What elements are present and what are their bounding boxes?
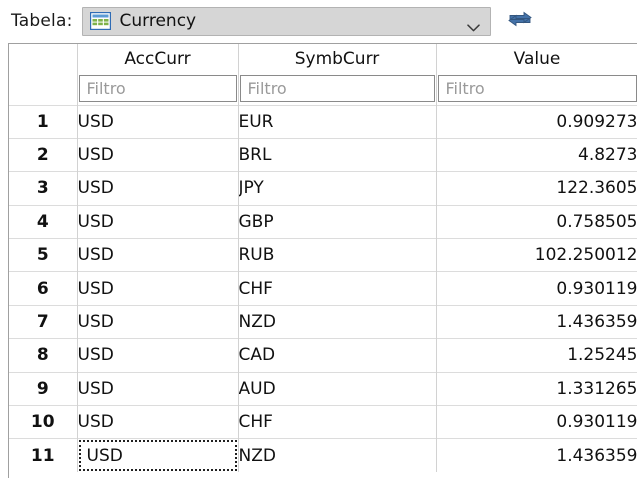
table-row[interactable]: 5 USD RUB 102.250012 (9, 238, 637, 272)
row-number[interactable]: 7 (9, 304, 78, 339)
cell-value[interactable]: 102.250012 (436, 238, 637, 272)
cell-acccurr[interactable]: USD (77, 204, 239, 239)
cell-symbcurr[interactable]: BRL (238, 137, 437, 172)
filter-cell-value[interactable]: Filtro (436, 74, 637, 105)
cell-acccurr[interactable]: USD (77, 371, 239, 406)
cell-symbcurr[interactable]: GBP (238, 204, 437, 239)
column-header-acccurr[interactable]: AccCurr (77, 44, 239, 74)
data-grid[interactable]: AccCurr SymbCurr Value Filtro Filtro (8, 43, 637, 478)
cell-acccurr-text: USD (86, 445, 123, 466)
cell-symbcurr[interactable]: RUB (238, 238, 437, 272)
cell-acccurr[interactable]: USD (77, 338, 239, 373)
cell-value[interactable]: 0.758505 (436, 204, 637, 239)
cell-symbcurr[interactable]: NZD (238, 438, 437, 473)
refresh-button[interactable] (505, 7, 535, 35)
row-number[interactable]: 9 (9, 371, 78, 406)
cell-value[interactable]: 1.436359 (436, 438, 637, 473)
table-row[interactable]: 4 USD GBP 0.758505 (9, 204, 637, 239)
cell-acccurr[interactable]: USD (77, 304, 239, 339)
row-number[interactable]: 1 (9, 104, 78, 139)
row-number[interactable]: 8 (9, 338, 78, 373)
table-selector-label: Tabela: (11, 11, 73, 31)
filter-placeholder-acccurr: Filtro (86, 78, 126, 98)
filter-cell-acccurr[interactable]: Filtro (77, 74, 239, 105)
table-row[interactable]: 10 USD CHF 0.930119 (9, 405, 637, 439)
table-select-value: Currency (119, 11, 197, 31)
cell-value[interactable]: 4.8273 (436, 137, 637, 172)
refresh-icon (506, 7, 534, 35)
cell-symbcurr[interactable]: CHF (238, 271, 437, 306)
cell-value[interactable]: 0.909273 (436, 104, 637, 139)
table-header-row: AccCurr SymbCurr Value (9, 44, 637, 74)
cell-acccurr[interactable]: USD (77, 137, 239, 172)
table-row[interactable]: 6 USD CHF 0.930119 (9, 271, 637, 306)
rownum-header (9, 44, 78, 74)
table-row[interactable]: 3 USD JPY 122.3605 (9, 171, 637, 206)
column-header-symbcurr[interactable]: SymbCurr (238, 44, 437, 74)
filter-placeholder-symbcurr: Filtro (247, 78, 287, 98)
filter-rownum-spacer (9, 74, 78, 105)
cell-value[interactable]: 1.436359 (436, 304, 637, 339)
table-row[interactable]: 8 USD CAD 1.25245 (9, 338, 637, 373)
table-row[interactable]: 2 USD BRL 4.8273 (9, 137, 637, 172)
cell-value[interactable]: 0.930119 (436, 271, 637, 306)
table-icon (89, 11, 111, 31)
cell-acccurr[interactable]: USD (77, 405, 239, 439)
chevron-down-icon[interactable] (466, 17, 480, 32)
cell-acccurr[interactable]: USD (77, 171, 239, 206)
table-row[interactable]: 11 USD NZD 1.436359 (9, 438, 637, 473)
filter-row: Filtro Filtro Filtro (9, 74, 637, 105)
filter-input-acccurr[interactable]: Filtro (78, 74, 237, 102)
table-row[interactable]: 9 USD AUD 1.331265 (9, 371, 637, 406)
filter-input-symbcurr[interactable]: Filtro (239, 74, 435, 102)
cell-value[interactable]: 0.930119 (436, 405, 637, 439)
cell-acccurr[interactable]: USD (77, 238, 239, 272)
cell-acccurr[interactable]: USD (77, 104, 239, 139)
table-row[interactable]: 7 USD NZD 1.436359 (9, 304, 637, 339)
table-body: 1 USD EUR 0.909273 2 USD BRL 4.8273 3 USD JPY 122.3… (9, 104, 637, 473)
row-number[interactable]: 11 (9, 438, 78, 473)
row-number[interactable]: 4 (9, 204, 78, 239)
table-select-combobox[interactable]: Currency (81, 6, 491, 36)
cell-symbcurr[interactable]: JPY (238, 171, 437, 206)
row-number[interactable]: 2 (9, 137, 78, 172)
filter-cell-symbcurr[interactable]: Filtro (238, 74, 437, 105)
cell-symbcurr[interactable]: CHF (238, 405, 437, 439)
filter-input-value[interactable]: Filtro (437, 74, 637, 102)
cell-symbcurr[interactable]: EUR (238, 104, 437, 139)
table-row[interactable]: 1 USD EUR 0.909273 (9, 104, 637, 139)
toolbar: Tabela: Currency (0, 0, 640, 42)
cell-acccurr[interactable]: USD (77, 271, 239, 306)
cell-symbcurr[interactable]: NZD (238, 304, 437, 339)
cell-value[interactable]: 1.25245 (436, 338, 637, 373)
row-number[interactable]: 10 (9, 405, 78, 439)
filter-placeholder-value: Filtro (445, 78, 485, 98)
cell-symbcurr[interactable]: AUD (238, 371, 437, 406)
cell-acccurr[interactable]: USD (77, 438, 239, 473)
cell-symbcurr[interactable]: CAD (238, 338, 437, 373)
cell-value[interactable]: 1.331265 (436, 371, 637, 406)
row-number[interactable]: 3 (9, 171, 78, 206)
column-header-value[interactable]: Value (436, 44, 637, 74)
cell-value[interactable]: 122.3605 (436, 171, 637, 206)
row-number[interactable]: 5 (9, 238, 78, 272)
row-number[interactable]: 6 (9, 271, 78, 306)
currency-table: AccCurr SymbCurr Value Filtro Filtro (9, 44, 637, 473)
